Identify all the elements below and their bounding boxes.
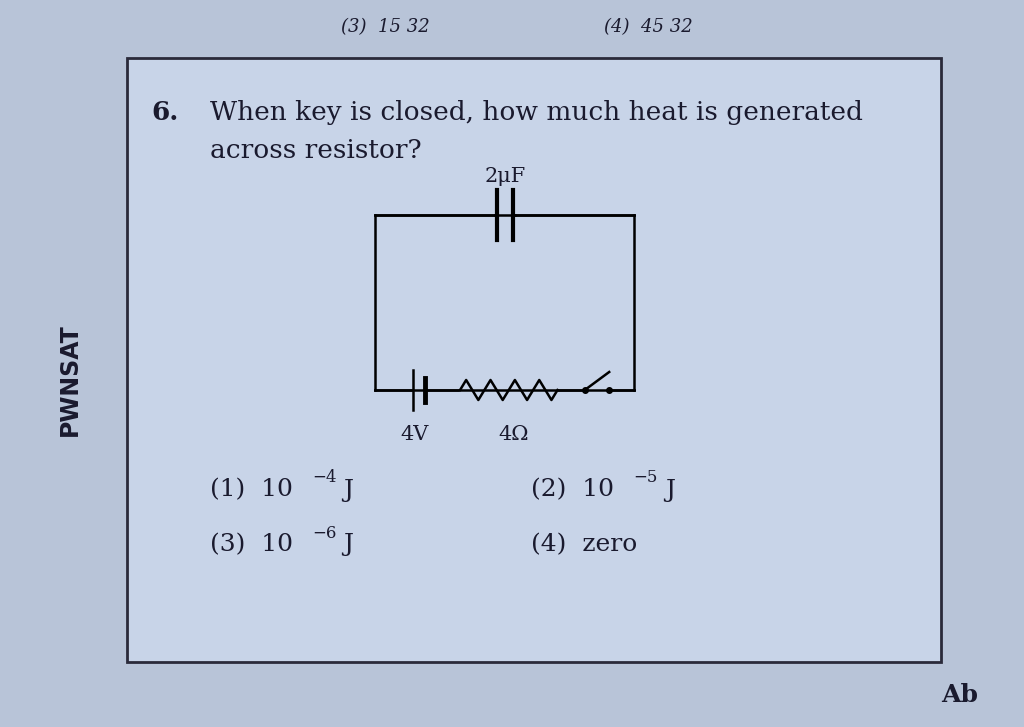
Text: J: J	[336, 478, 354, 502]
Text: (1)  10: (1) 10	[210, 478, 293, 502]
Text: −5: −5	[634, 470, 658, 486]
Text: 2μF: 2μF	[484, 167, 525, 187]
Text: Ab: Ab	[942, 683, 979, 707]
Text: 6.: 6.	[152, 100, 178, 125]
Text: across resistor?: across resistor?	[210, 138, 421, 163]
Text: 4V: 4V	[400, 425, 428, 444]
Text: (2)  10: (2) 10	[531, 478, 614, 502]
FancyBboxPatch shape	[127, 58, 941, 662]
Text: When key is closed, how much heat is generated: When key is closed, how much heat is gen…	[210, 100, 862, 125]
Text: J: J	[336, 534, 354, 556]
Text: (3)  15 32: (3) 15 32	[341, 18, 430, 36]
Text: −6: −6	[312, 524, 336, 542]
Text: (3)  10: (3) 10	[210, 534, 293, 556]
Text: 4Ω: 4Ω	[499, 425, 529, 444]
Text: PWNSAT: PWNSAT	[58, 324, 82, 436]
Text: (4)  45 32: (4) 45 32	[604, 18, 693, 36]
Text: (4)  zero: (4) zero	[531, 534, 638, 556]
Text: −4: −4	[312, 470, 337, 486]
Text: J: J	[658, 478, 676, 502]
